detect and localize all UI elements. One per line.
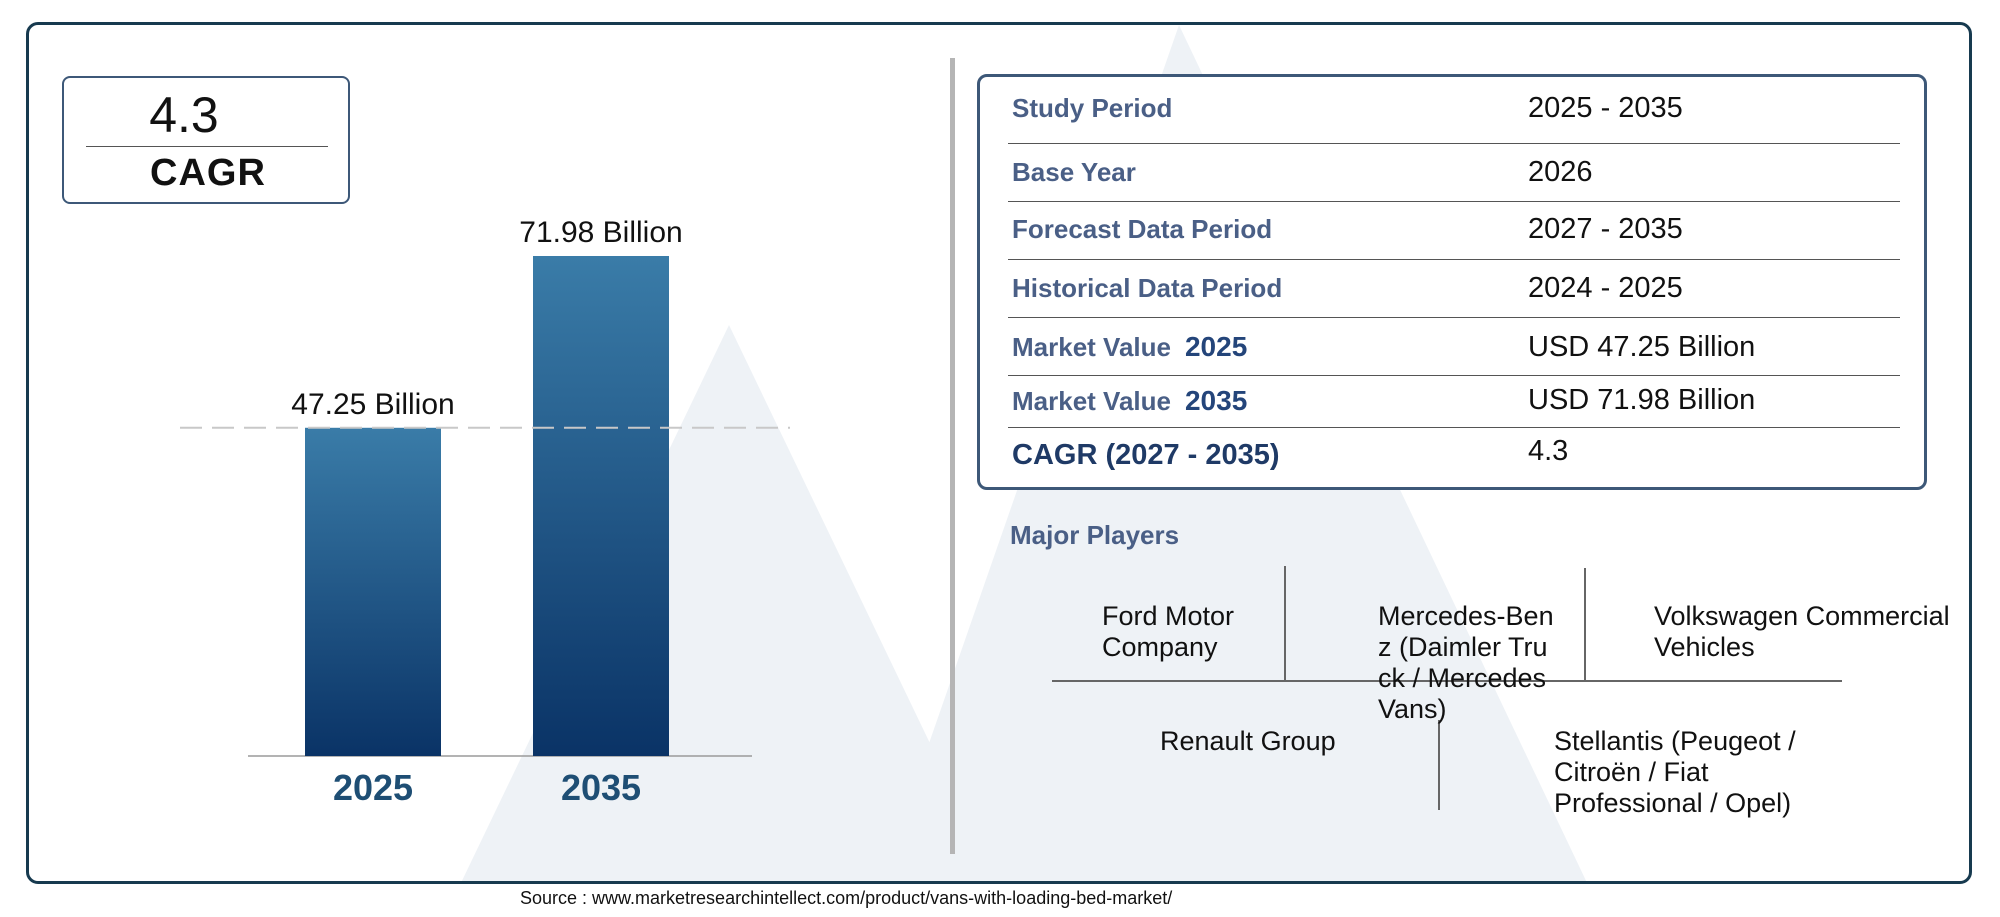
- player-ford: Ford Motor Company: [1102, 601, 1235, 662]
- data-label-2035: 71.98 Billion: [519, 216, 682, 249]
- row-value: 4.3: [1528, 435, 1569, 467]
- source-note: Source : www.marketresearchintellect.com…: [520, 888, 1173, 908]
- cagr-summary-box: 4.3 CAGR: [62, 76, 350, 204]
- row-label: Market Value 2025: [1012, 331, 1248, 362]
- row-value: 2027 - 2035: [1528, 213, 1683, 245]
- category-label-2025: 2025: [333, 767, 413, 808]
- bar-chart: 47.25 Billion 2025 71.98 Billion 2035: [180, 216, 790, 808]
- row-label: Base Year: [1012, 157, 1136, 187]
- player-volkswagen: Volkswagen Commercial Vehicles: [1654, 601, 1950, 662]
- players-divider: [1284, 566, 1286, 680]
- row-label-year: 2025: [1184, 331, 1248, 362]
- table-row: CAGR (2027 - 2035) 4.3: [1008, 427, 1900, 487]
- table-row: Market Value 2035 USD 71.98 Billion: [1008, 375, 1900, 428]
- player-stellantis: Stellantis (Peugeot / Citroën / Fiat Pro…: [1554, 726, 1796, 818]
- row-label-year: 2035: [1184, 385, 1248, 416]
- vertical-divider: [950, 58, 955, 854]
- table-row: Forecast Data Period 2027 - 2035: [1008, 201, 1900, 260]
- row-label: Study Period: [1012, 93, 1173, 123]
- player-renault: Renault Group: [1160, 726, 1336, 756]
- row-value: 2025 - 2035: [1528, 92, 1683, 124]
- cagr-value: 4.3: [149, 87, 219, 143]
- cagr-label: CAGR: [150, 152, 266, 194]
- row-label: CAGR (2027 - 2035): [1012, 439, 1280, 471]
- bar-2025: [305, 427, 441, 756]
- row-value: USD 47.25 Billion: [1528, 331, 1756, 363]
- row-label: Market Value 2035: [1012, 385, 1248, 416]
- table-row: Base Year 2026: [1008, 143, 1900, 202]
- row-value: USD 71.98 Billion: [1528, 384, 1756, 416]
- table-row: Historical Data Period 2024 - 2025: [1008, 259, 1900, 318]
- player-mercedes: Mercedes-Benz (Daimler Truck / Mercedes …: [1378, 601, 1554, 724]
- row-label: Forecast Data Period: [1012, 214, 1273, 244]
- row-value: 2024 - 2025: [1528, 272, 1683, 304]
- data-label-2025: 47.25 Billion: [291, 388, 454, 421]
- players-divider: [1438, 720, 1440, 810]
- table-row: Market Value 2025 USD 47.25 Billion: [1008, 317, 1900, 376]
- bar-2035: [533, 256, 669, 756]
- major-players-title: Major Players: [1010, 520, 1180, 550]
- players-divider: [1052, 680, 1842, 682]
- category-label-2035: 2035: [561, 767, 641, 808]
- table-row: Study Period 2025 - 2035: [1008, 77, 1900, 144]
- summary-table-box: Study Period 2025 - 2035 Base Year 2026 …: [977, 74, 1927, 490]
- players-divider: [1584, 568, 1586, 680]
- cagr-divider: [86, 146, 328, 147]
- row-value: 2026: [1528, 156, 1593, 188]
- row-label: Historical Data Period: [1012, 273, 1283, 303]
